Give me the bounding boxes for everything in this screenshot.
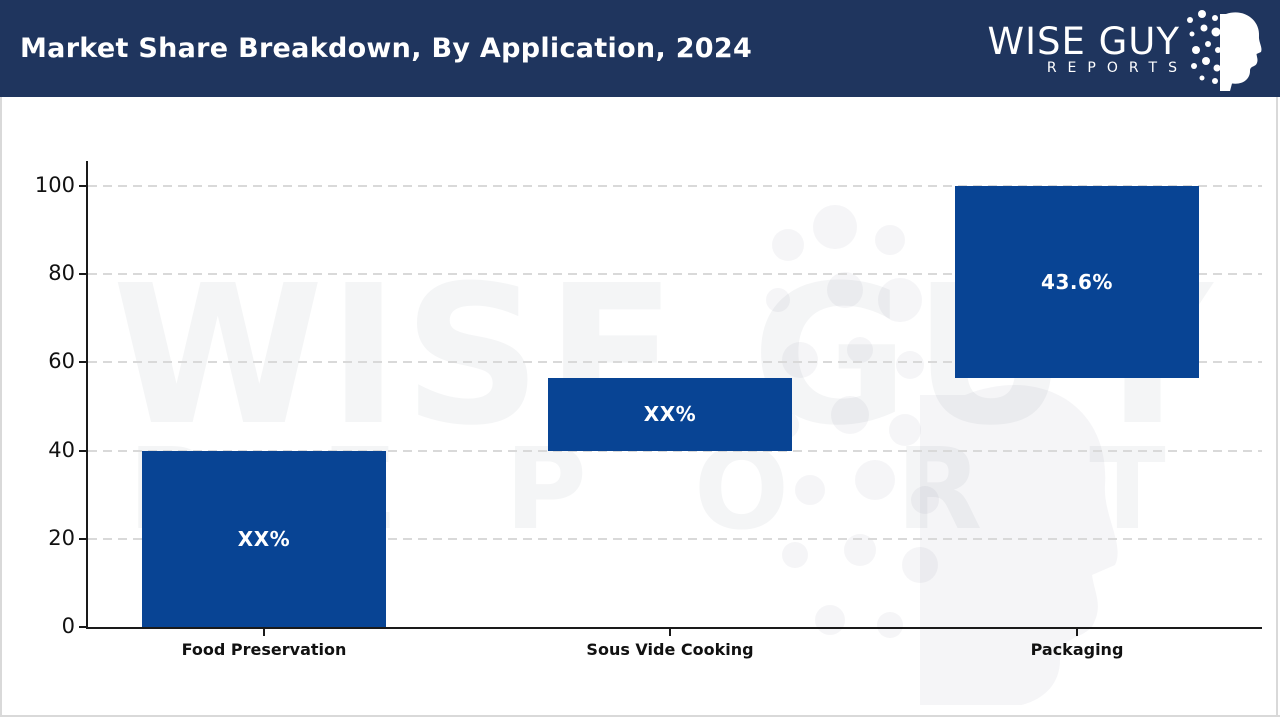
gridline xyxy=(88,273,1262,276)
x-axis-tick xyxy=(263,629,265,636)
gridline xyxy=(88,185,1262,187)
y-axis-tick xyxy=(79,626,86,628)
bar: XX% xyxy=(548,378,792,451)
y-axis-line xyxy=(86,161,88,629)
y-axis-tick xyxy=(79,185,86,187)
gridline xyxy=(88,537,1262,540)
x-axis-line xyxy=(86,627,1262,629)
y-axis-tick-label: 40 xyxy=(48,437,75,462)
x-axis-tick xyxy=(669,629,671,636)
gridline xyxy=(88,449,1262,452)
y-axis-tick-label: 80 xyxy=(48,261,75,286)
brand-name: WISE GUY xyxy=(987,19,1180,63)
bar-value-label: XX% xyxy=(643,402,697,427)
brand-subname: REPORTS xyxy=(1046,60,1188,77)
bar-value-label: 43.6% xyxy=(1041,270,1113,295)
page-title: Market Share Breakdown, By Application, … xyxy=(20,33,753,64)
y-axis-tick-label: 20 xyxy=(48,525,75,550)
y-axis-tick-label: 100 xyxy=(34,173,75,197)
x-axis-category-label: Sous Vide Cooking xyxy=(586,640,754,659)
y-axis-tick xyxy=(79,361,86,364)
plot-frame-bottom-border xyxy=(0,715,1280,717)
y-axis-tick-label: 60 xyxy=(48,349,75,374)
x-axis-category-label: Packaging xyxy=(1030,640,1124,659)
y-axis-tick-label: 0 xyxy=(61,614,75,638)
gridline xyxy=(88,361,1262,364)
bar: 43.6% xyxy=(955,186,1199,379)
y-axis-tick xyxy=(79,273,86,276)
y-axis-tick xyxy=(79,537,86,540)
y-axis-tick xyxy=(79,449,86,452)
x-axis-tick xyxy=(1076,629,1078,636)
brand-face-icon xyxy=(1187,10,1262,92)
brand-logo: WISE GUY REPORTS xyxy=(988,6,1268,92)
bar: XX% xyxy=(142,450,386,627)
x-axis-category-label: Food Preservation xyxy=(181,640,347,659)
bar-value-label: XX% xyxy=(237,526,291,551)
header-bar: Market Share Breakdown, By Application, … xyxy=(0,0,1280,97)
brand-logo-text: WISE GUY REPORTS xyxy=(987,19,1180,76)
